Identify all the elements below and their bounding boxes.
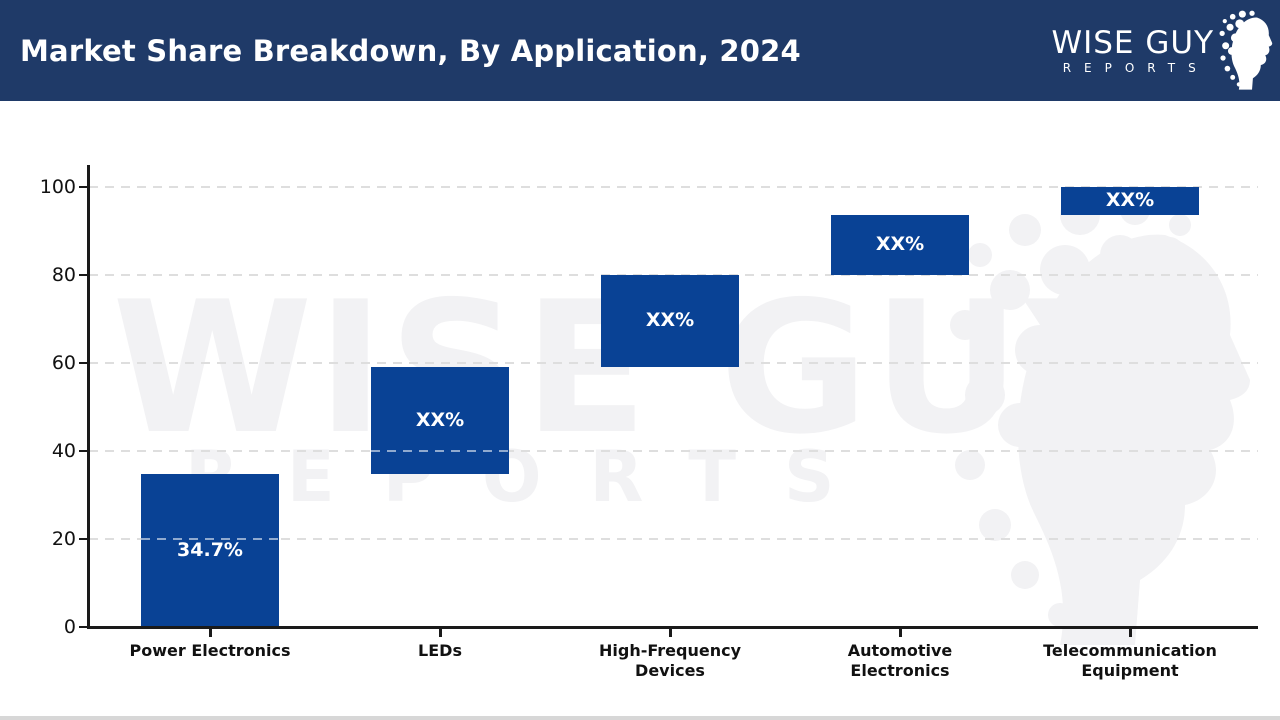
bar-value-label: XX% bbox=[415, 408, 465, 431]
gridline-y40 bbox=[89, 450, 1258, 452]
ytick-mark bbox=[79, 449, 88, 452]
ytick-label: 20 bbox=[51, 528, 76, 550]
bar-value-label: XX% bbox=[645, 309, 695, 332]
logo-face-icon bbox=[1219, 10, 1273, 90]
gridline-y20 bbox=[89, 538, 1258, 540]
gridline-over-bar bbox=[141, 537, 279, 540]
xtick-mark bbox=[1129, 628, 1132, 637]
bar-segment[interactable]: XX% bbox=[601, 275, 739, 368]
plot-area: 34.7% Power Electronics XX% LEDs XX% High-Fre… bbox=[0, 101, 1280, 720]
category-label: High-Frequency Devices bbox=[598, 641, 741, 680]
category-label: Automotive Electronics bbox=[847, 641, 953, 680]
ytick-mark bbox=[79, 625, 88, 628]
xtick-mark bbox=[209, 628, 212, 637]
ytick-label: 100 bbox=[39, 176, 76, 198]
xtick-mark bbox=[439, 628, 442, 637]
y-axis-line bbox=[87, 165, 90, 629]
header-band: Market Share Breakdown, By Application, … bbox=[0, 0, 1280, 101]
bar-segment[interactable]: XX% bbox=[831, 215, 969, 275]
x-axis-line bbox=[87, 626, 1258, 629]
xtick-mark bbox=[899, 628, 902, 637]
wise-guy-logo: WISE GUY REPORTS bbox=[1051, 0, 1274, 101]
watermark-reports-text: REPORTS bbox=[185, 436, 883, 518]
gridline-y100 bbox=[89, 186, 1258, 188]
category-label: LEDs bbox=[418, 641, 462, 660]
category-label: Telecommunication Equipment bbox=[1043, 641, 1217, 680]
footer-strip bbox=[0, 716, 1280, 720]
ytick-mark bbox=[79, 361, 88, 364]
gridline-over-bar bbox=[371, 449, 509, 452]
bar-value-label: XX% bbox=[1105, 189, 1155, 212]
category-label: Power Electronics bbox=[129, 641, 291, 660]
logo-wordmark: WISE GUY bbox=[1051, 24, 1214, 61]
page-title: Market Share Breakdown, By Application, … bbox=[20, 33, 801, 68]
xtick-mark bbox=[669, 628, 672, 637]
logo-text: WISE GUY REPORTS bbox=[1051, 26, 1214, 76]
bar-segment[interactable]: XX% bbox=[1061, 187, 1199, 216]
bar-value-label: XX% bbox=[875, 233, 925, 256]
ytick-label: 40 bbox=[51, 440, 76, 462]
ytick-mark bbox=[79, 273, 88, 276]
ytick-label: 60 bbox=[51, 352, 76, 374]
ytick-label: 80 bbox=[51, 264, 76, 286]
logo-subtitle: REPORTS bbox=[1062, 60, 1209, 75]
bar-segment[interactable]: 34.7% bbox=[141, 474, 279, 627]
bar-value-label: 34.7% bbox=[177, 538, 243, 561]
ytick-mark bbox=[79, 537, 88, 540]
ytick-label: 0 bbox=[63, 616, 76, 638]
bar-segment[interactable]: XX% bbox=[371, 367, 509, 475]
ytick-mark bbox=[79, 185, 88, 188]
